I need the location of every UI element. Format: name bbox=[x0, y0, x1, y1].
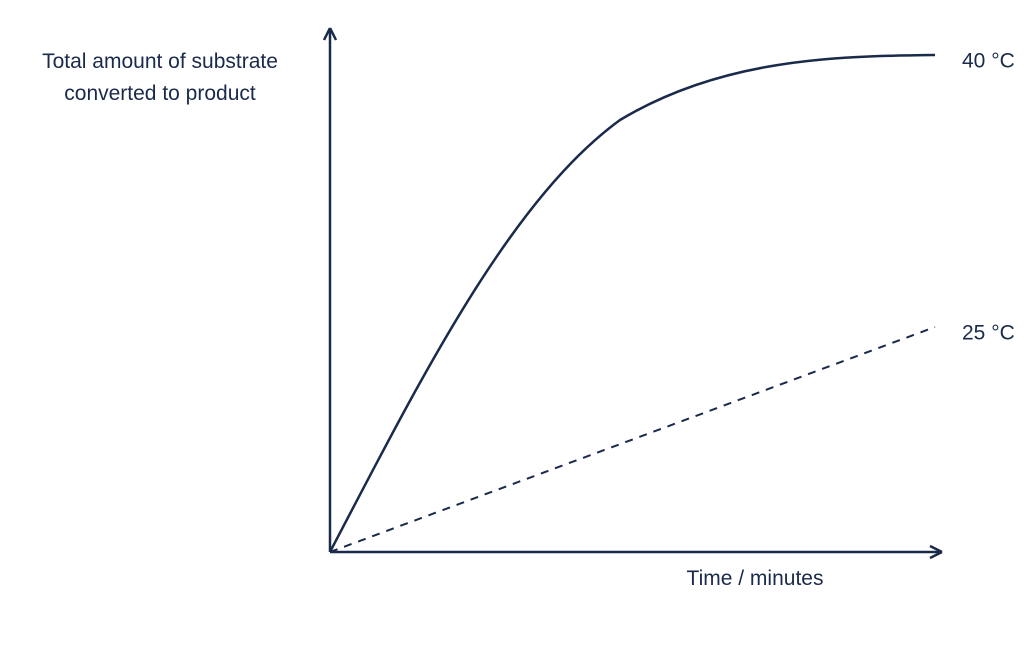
x-axis-label: Time / minutes bbox=[687, 567, 824, 590]
series-label-25C: 25 °C bbox=[962, 322, 1015, 345]
y-axis-label-line1: Total amount of substrate bbox=[42, 50, 278, 73]
enzyme-chart: 40 °C 25 °C Total amount of substrate conve… bbox=[0, 0, 1024, 646]
y-axis-label-line2: converted to product bbox=[64, 82, 256, 105]
series-label-40C: 40 °C bbox=[962, 50, 1015, 73]
chart-container: 40 °C 25 °C Total amount of substrate conve… bbox=[0, 0, 1024, 646]
